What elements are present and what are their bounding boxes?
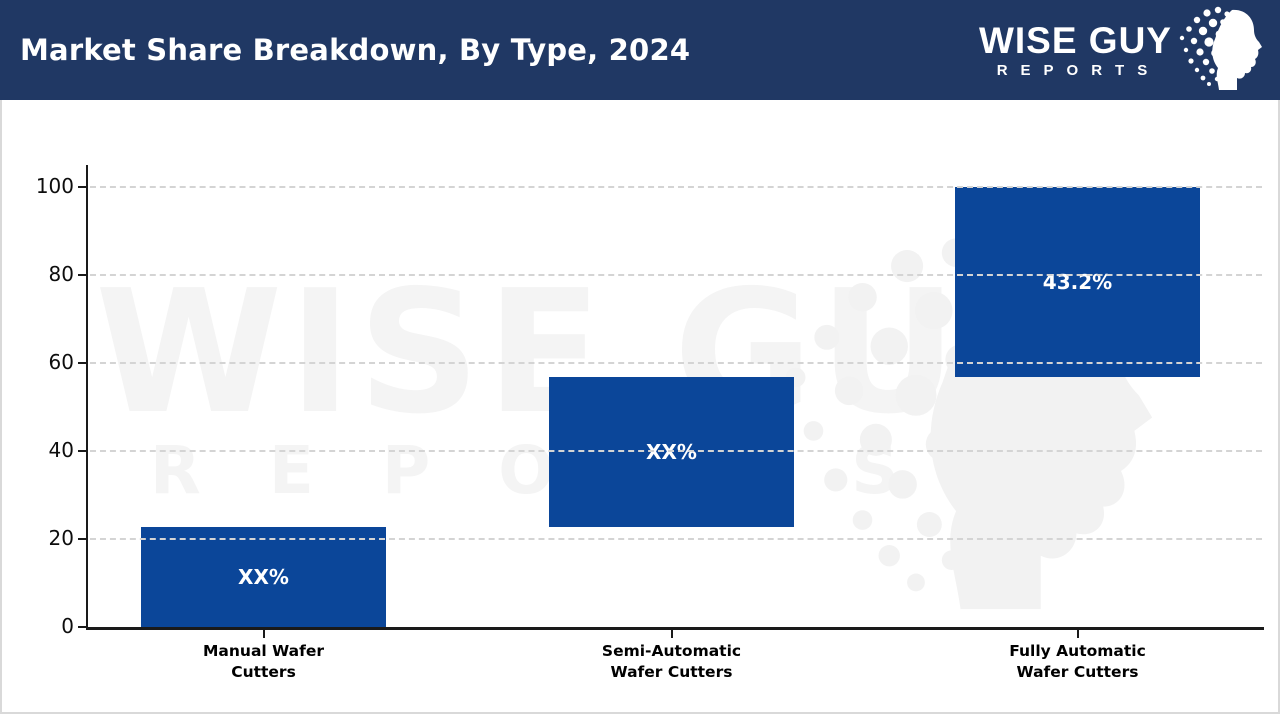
gridline-60 [90, 362, 1262, 364]
category-label-1: Manual Wafer Cutters [134, 641, 394, 683]
category-label-3: Fully Automatic Wafer Cutters [948, 641, 1208, 683]
y-axis-line [86, 165, 88, 629]
category-label-line: Semi-Automatic [601, 642, 742, 660]
bar-1: XX% [141, 527, 386, 627]
y-tick-mark [78, 362, 86, 364]
logo-tagline: REPORTS [996, 62, 1161, 79]
gridline-20 [90, 538, 1262, 540]
y-tick-mark [78, 538, 86, 540]
gridline-100 [90, 186, 1262, 188]
x-tick-mark [670, 630, 673, 638]
y-tick-label: 60 [48, 350, 74, 374]
header-band: Market Share Breakdown, By Type, 2024 WI… [0, 0, 1280, 100]
bar-value-label: XX% [646, 440, 697, 465]
page-title: Market Share Breakdown, By Type, 2024 [20, 33, 691, 67]
bar-2: XX% [549, 377, 794, 528]
wise-guy-logo: WISE GUY REPORTS [979, 0, 1266, 100]
x-tick-mark [262, 630, 265, 638]
x-tick-mark [1076, 630, 1079, 638]
y-tick-label: 0 [61, 614, 74, 638]
y-tick-mark [78, 450, 86, 452]
y-tick-label: 100 [35, 174, 74, 198]
category-label-line: Wafer Cutters [1016, 663, 1139, 681]
bar-value-label: XX% [238, 565, 289, 590]
y-tick-label: 40 [48, 438, 74, 462]
x-axis-line [86, 627, 1264, 630]
category-label-2: Semi-Automatic Wafer Cutters [542, 641, 802, 683]
y-tick-label: 20 [48, 526, 74, 550]
category-label-line: Cutters [231, 663, 296, 681]
gridline-40 [90, 450, 1262, 452]
category-label-line: Wafer Cutters [610, 663, 733, 681]
category-label-line: Fully Automatic [1009, 642, 1146, 660]
y-tick-label: 80 [48, 262, 74, 286]
category-label-line: Manual Wafer [202, 642, 325, 660]
y-tick-mark [78, 186, 86, 188]
y-tick-mark [78, 626, 86, 628]
bar-3: 43.2% [955, 187, 1200, 378]
logo-face-icon [1174, 4, 1266, 96]
logo-name: WISE GUY [978, 20, 1172, 61]
y-tick-mark [78, 274, 86, 276]
logo-text: WISE GUY REPORTS [979, 22, 1172, 78]
gridline-80 [90, 274, 1262, 276]
